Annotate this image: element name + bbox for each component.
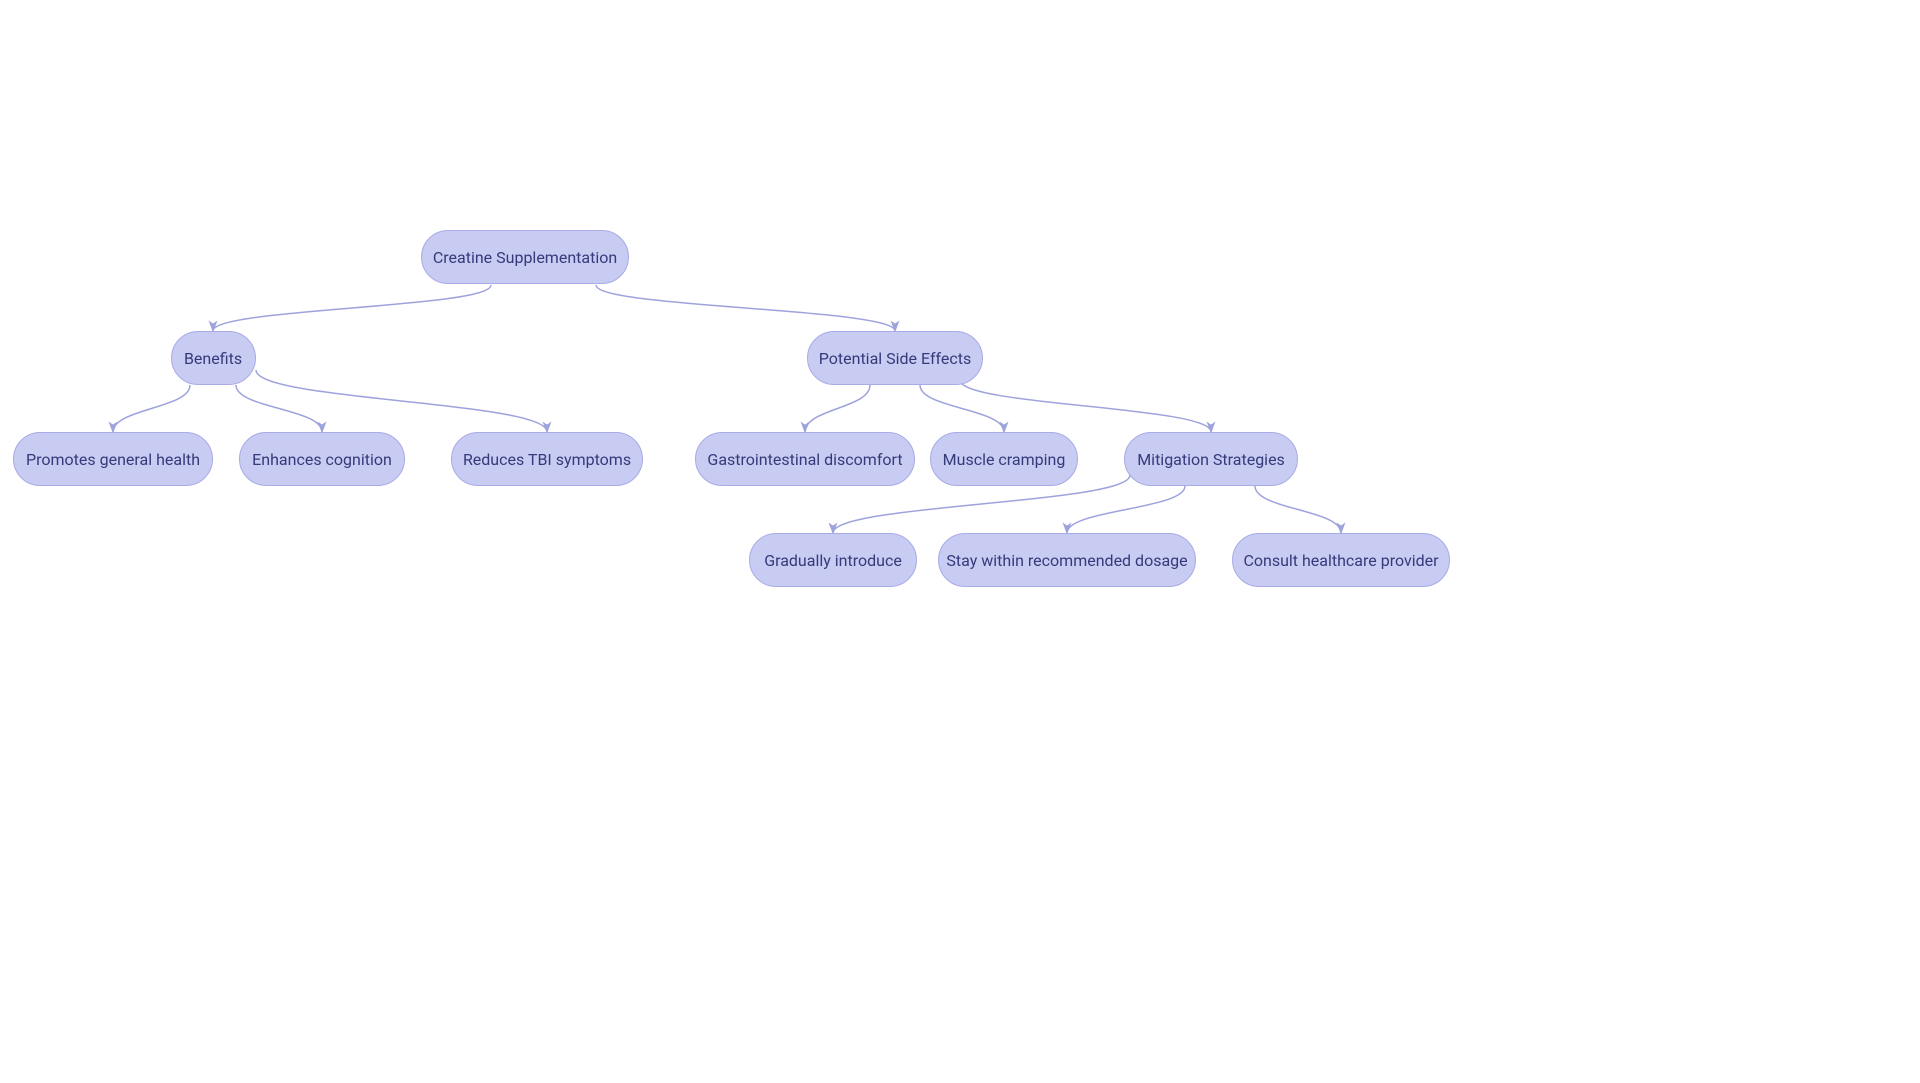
- edge-mit-m2: [1067, 486, 1185, 533]
- node-root: Creatine Supplementation: [421, 230, 629, 284]
- node-benefits: Benefits: [171, 331, 256, 385]
- edge-side-mit: [960, 380, 1211, 432]
- edge-benefits-b3: [256, 370, 547, 432]
- node-m2: Stay within recommended dosage: [938, 533, 1196, 587]
- node-mit: Mitigation Strategies: [1124, 432, 1298, 486]
- node-b3: Reduces TBI symptoms: [451, 432, 643, 486]
- node-s2: Muscle cramping: [930, 432, 1078, 486]
- node-m3: Consult healthcare provider: [1232, 533, 1450, 587]
- diagram-canvas: Creatine Supplementation Benefits Potentia…: [0, 0, 1920, 1083]
- edge-mit-m3: [1255, 486, 1341, 533]
- node-m1: Gradually introduce: [749, 533, 917, 587]
- edge-root-benefits: [213, 285, 491, 331]
- node-side: Potential Side Effects: [807, 331, 983, 385]
- edge-side-s2: [920, 385, 1004, 432]
- node-b1: Promotes general health: [13, 432, 213, 486]
- edge-benefits-b1: [113, 385, 190, 432]
- edge-benefits-b2: [236, 385, 322, 432]
- node-s1: Gastrointestinal discomfort: [695, 432, 915, 486]
- edge-root-side: [596, 285, 895, 331]
- edge-side-s1: [805, 385, 870, 432]
- node-b2: Enhances cognition: [239, 432, 405, 486]
